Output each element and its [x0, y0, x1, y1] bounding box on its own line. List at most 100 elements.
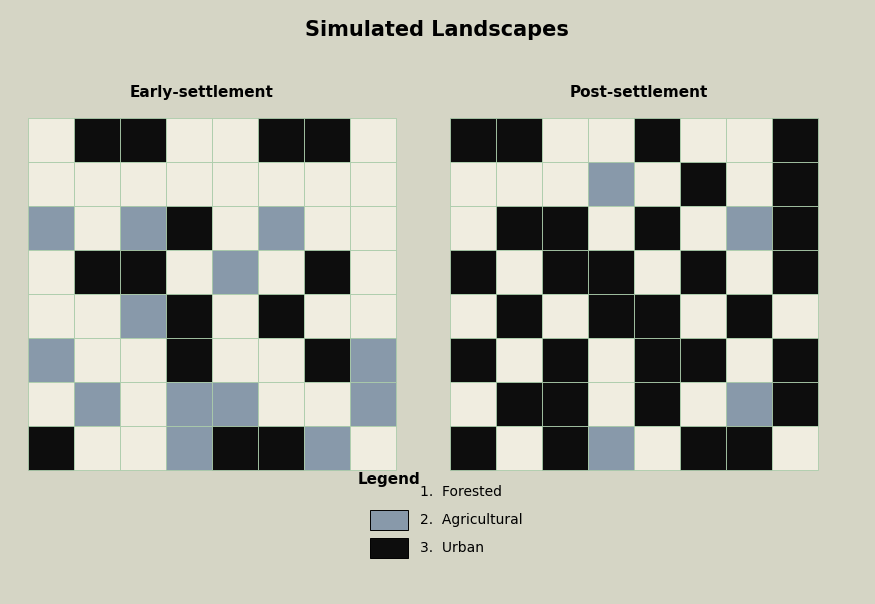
Text: 3.  Urban: 3. Urban: [420, 541, 484, 555]
Bar: [304, 206, 350, 250]
Bar: [212, 118, 258, 162]
Bar: [304, 250, 350, 294]
Bar: [304, 382, 350, 426]
Bar: [542, 250, 588, 294]
Bar: [74, 382, 120, 426]
Bar: [634, 338, 680, 382]
Bar: [74, 206, 120, 250]
Bar: [28, 118, 74, 162]
Bar: [542, 206, 588, 250]
Bar: [166, 338, 212, 382]
Bar: [74, 294, 120, 338]
Bar: [350, 250, 396, 294]
Bar: [772, 426, 818, 470]
Bar: [258, 382, 304, 426]
Bar: [258, 338, 304, 382]
Bar: [166, 382, 212, 426]
Bar: [772, 250, 818, 294]
Bar: [680, 206, 726, 250]
Bar: [726, 118, 772, 162]
Bar: [212, 294, 258, 338]
Bar: [450, 118, 496, 162]
Bar: [588, 118, 634, 162]
Bar: [258, 206, 304, 250]
Bar: [212, 162, 258, 206]
Bar: [542, 382, 588, 426]
Bar: [680, 426, 726, 470]
Bar: [350, 294, 396, 338]
Bar: [212, 382, 258, 426]
Bar: [350, 162, 396, 206]
Bar: [496, 294, 542, 338]
Bar: [370, 510, 408, 530]
Bar: [120, 118, 166, 162]
Bar: [450, 162, 496, 206]
Bar: [28, 338, 74, 382]
Bar: [450, 206, 496, 250]
Bar: [726, 206, 772, 250]
Bar: [258, 294, 304, 338]
Bar: [74, 118, 120, 162]
Bar: [680, 338, 726, 382]
Bar: [350, 338, 396, 382]
Bar: [120, 338, 166, 382]
Bar: [120, 426, 166, 470]
Text: 1.  Forested: 1. Forested: [420, 485, 502, 499]
Bar: [496, 426, 542, 470]
Bar: [634, 206, 680, 250]
Bar: [634, 250, 680, 294]
Bar: [772, 162, 818, 206]
Bar: [542, 294, 588, 338]
Bar: [258, 250, 304, 294]
Bar: [120, 206, 166, 250]
Bar: [680, 382, 726, 426]
Bar: [726, 382, 772, 426]
Bar: [28, 250, 74, 294]
Bar: [120, 250, 166, 294]
Bar: [772, 206, 818, 250]
Bar: [304, 162, 350, 206]
Bar: [634, 426, 680, 470]
Bar: [634, 162, 680, 206]
Bar: [120, 382, 166, 426]
Bar: [28, 382, 74, 426]
Bar: [542, 118, 588, 162]
Bar: [212, 426, 258, 470]
Bar: [166, 294, 212, 338]
Text: Post-settlement: Post-settlement: [570, 85, 709, 100]
Bar: [634, 382, 680, 426]
Bar: [350, 118, 396, 162]
Bar: [258, 162, 304, 206]
Bar: [542, 426, 588, 470]
Bar: [450, 382, 496, 426]
Bar: [588, 250, 634, 294]
Bar: [726, 294, 772, 338]
Bar: [680, 162, 726, 206]
Bar: [450, 294, 496, 338]
Bar: [588, 206, 634, 250]
Bar: [370, 538, 408, 558]
Bar: [212, 206, 258, 250]
Bar: [680, 294, 726, 338]
Bar: [772, 118, 818, 162]
Bar: [28, 162, 74, 206]
Bar: [258, 426, 304, 470]
Bar: [772, 382, 818, 426]
Bar: [588, 294, 634, 338]
Bar: [542, 338, 588, 382]
Bar: [74, 426, 120, 470]
Bar: [726, 162, 772, 206]
Bar: [74, 338, 120, 382]
Bar: [450, 338, 496, 382]
Bar: [166, 250, 212, 294]
Bar: [680, 250, 726, 294]
Bar: [166, 162, 212, 206]
Bar: [304, 426, 350, 470]
Bar: [350, 206, 396, 250]
Bar: [304, 338, 350, 382]
Bar: [496, 382, 542, 426]
Bar: [74, 250, 120, 294]
Bar: [496, 206, 542, 250]
Bar: [588, 426, 634, 470]
Bar: [120, 294, 166, 338]
